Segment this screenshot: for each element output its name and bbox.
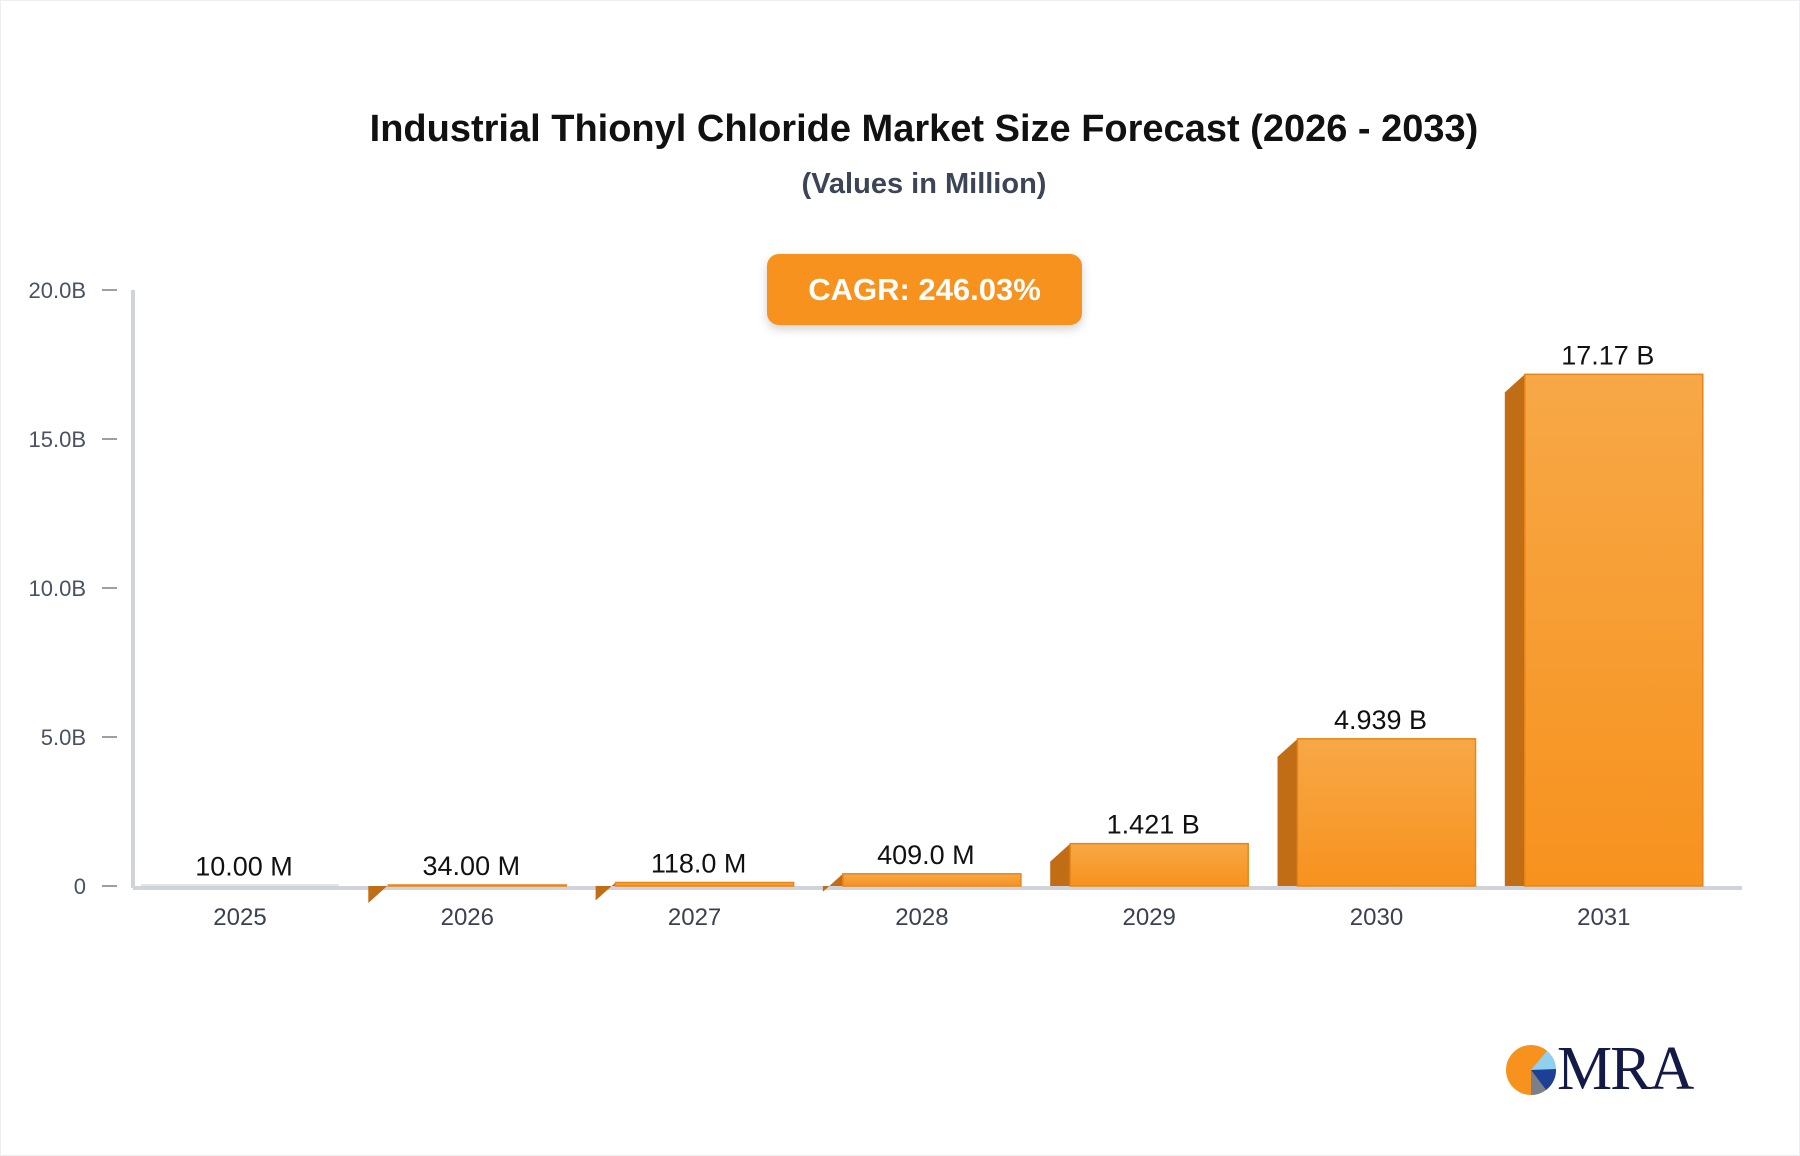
bar-2030: 4.939 B 2030 xyxy=(1277,705,1477,931)
bar-front xyxy=(141,884,339,886)
bar-2025: 10.00 M 2025 xyxy=(141,852,339,931)
bar-2029: 1.421 B 2029 xyxy=(1050,810,1249,931)
y-tick-label: 5.0B xyxy=(41,725,86,750)
bar-side xyxy=(595,882,616,901)
bar-2028: 409.0 M 2028 xyxy=(822,840,1022,931)
logo-text: MRA xyxy=(1557,1035,1694,1103)
bar-side xyxy=(368,884,389,903)
mra-logo: MRA xyxy=(1505,1035,1695,1103)
y-tick-label: 20.0B xyxy=(29,278,87,303)
x-tick-label: 2026 xyxy=(441,904,494,931)
y-tick-label: 10.0B xyxy=(29,576,87,601)
data-label: 34.00 M xyxy=(423,851,521,881)
data-label: 4.939 B xyxy=(1334,705,1427,735)
x-tick-label: 2028 xyxy=(895,904,948,931)
data-label: 409.0 M xyxy=(877,840,975,870)
bar-front xyxy=(387,884,568,887)
y-tick-label: 0 xyxy=(74,874,86,899)
bar-front xyxy=(1524,373,1704,887)
bar-side xyxy=(1504,374,1525,886)
bar-front xyxy=(614,881,795,887)
bar-2026: 34.00 M 2026 xyxy=(368,851,568,931)
data-label: 10.00 M xyxy=(195,852,293,882)
bar-front xyxy=(842,873,1022,887)
data-label: 118.0 M xyxy=(651,848,747,878)
pie-logo-icon xyxy=(1506,1045,1557,1095)
data-label: 17.17 B xyxy=(1561,340,1654,370)
data-label: 1.421 B xyxy=(1107,810,1200,840)
x-tick-label: 2027 xyxy=(668,904,721,931)
x-tick-label: 2030 xyxy=(1350,904,1403,931)
bar-side xyxy=(822,873,843,892)
bar-2031: 17.17 B 2031 xyxy=(1504,340,1704,931)
x-tick-label: 2029 xyxy=(1123,904,1176,931)
chart-title: Industrial Thionyl Chloride Market Size … xyxy=(369,108,1479,150)
bar-side xyxy=(1277,738,1298,886)
bar-front xyxy=(1069,842,1249,887)
chart-subtitle: (Values in Million) xyxy=(801,168,1047,200)
bar-front xyxy=(1296,738,1477,887)
bar-side xyxy=(1050,843,1071,886)
bar-2027: 118.0 M 2027 xyxy=(595,848,795,931)
y-tick-label: 15.0B xyxy=(29,427,87,452)
x-tick-label: 2031 xyxy=(1577,904,1630,931)
cagr-badge: CAGR: 246.03% xyxy=(767,254,1082,325)
x-tick-label: 2025 xyxy=(213,904,266,931)
